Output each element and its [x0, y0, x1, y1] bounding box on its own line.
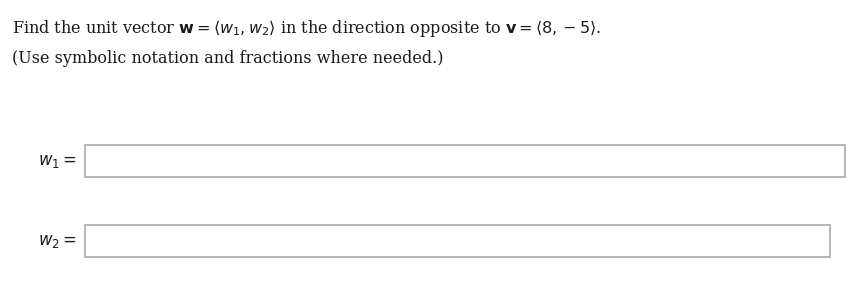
- Text: Find the unit vector $\mathbf{w} = \langle w_1, w_2 \rangle$ in the direction op: Find the unit vector $\mathbf{w} = \lang…: [12, 18, 601, 39]
- FancyBboxPatch shape: [85, 225, 830, 257]
- FancyBboxPatch shape: [85, 145, 845, 177]
- Text: $w_1 =$: $w_1 =$: [38, 153, 77, 170]
- Text: $w_2 =$: $w_2 =$: [38, 232, 77, 250]
- Text: (Use symbolic notation and fractions where needed.): (Use symbolic notation and fractions whe…: [12, 50, 443, 67]
